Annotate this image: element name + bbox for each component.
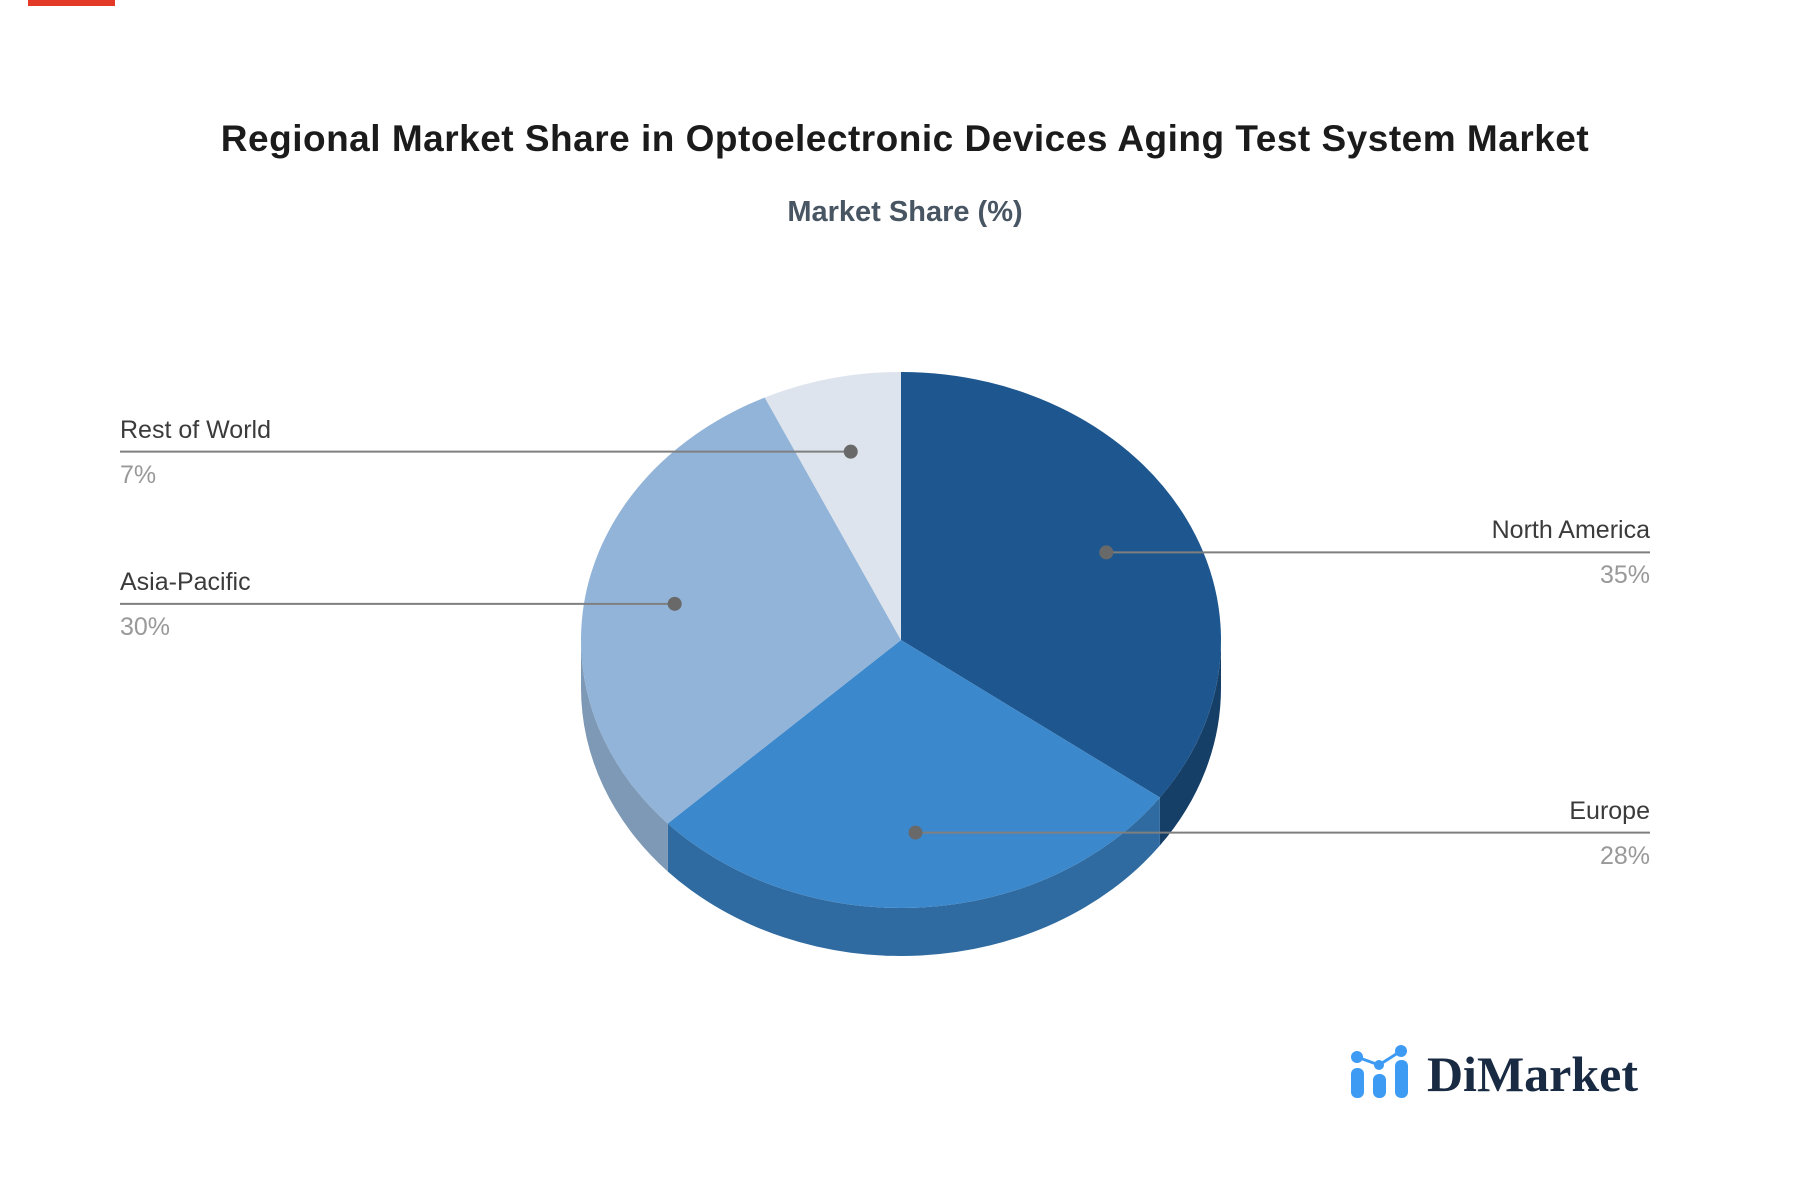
slice-name: Rest of World: [120, 415, 271, 444]
leader-dot: [1099, 545, 1114, 560]
slice-percent: 30%: [120, 612, 171, 641]
pie-slice-rest-of-world[interactable]: [764, 372, 901, 640]
slice-callout: Rest of World 7%: [120, 415, 271, 489]
pie-slice-europe[interactable]: [667, 640, 1160, 908]
leader-dot: [908, 825, 923, 840]
bar-chart-trend-icon: [1350, 1045, 1408, 1098]
slice-callout: Asia-Pacific 30%: [120, 567, 251, 641]
brand-name: DiMarket: [1426, 1046, 1638, 1102]
slice-percent: 35%: [1599, 561, 1650, 590]
slice-callout: North America 35%: [1492, 518, 1650, 588]
chart-subtitle: Market Share (%): [787, 196, 1023, 228]
pie-slice-side: [1159, 640, 1221, 846]
pie-slice-asia-pacific[interactable]: [580, 397, 901, 824]
leader-dot: [667, 596, 682, 611]
leader-dot: [843, 444, 858, 459]
brand-logo: DiMarket: [1349, 1044, 1638, 1104]
pie-slice-side: [581, 640, 668, 872]
slice-name: North America: [1491, 516, 1650, 545]
browser-edge-artifact: [28, 0, 115, 6]
pie-slice-side: [667, 797, 1160, 956]
chart-title: Regional Market Share in Optoelectronic …: [220, 118, 1590, 159]
slice-callout: Europe 28%: [1569, 796, 1650, 870]
slice-name: Europe: [1569, 796, 1650, 825]
slice-name: Asia-Pacific: [120, 567, 251, 596]
pie-slice-north-america[interactable]: [901, 372, 1221, 798]
slice-percent: 7%: [120, 460, 157, 489]
slice-percent: 28%: [1599, 841, 1650, 870]
